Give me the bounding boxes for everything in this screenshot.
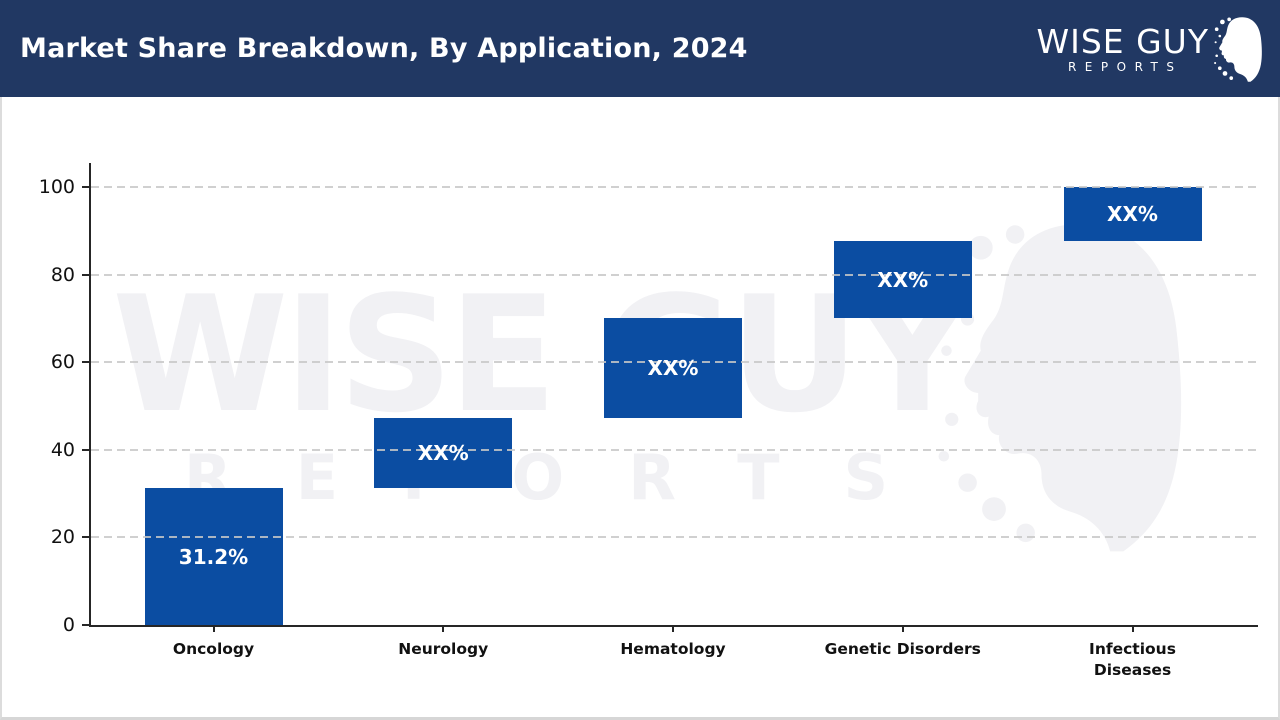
- category-label-genetic-disorders: Genetic Disorders: [824, 640, 981, 658]
- x-tick-genetic-disorders: [901, 625, 904, 632]
- gridline-60: [91, 361, 1258, 364]
- page-title: Market Share Breakdown, By Application, …: [20, 33, 748, 64]
- gridline-100: [91, 186, 1258, 188]
- logo-subtext: REPORTS: [1067, 59, 1183, 74]
- header-bar: Market Share Breakdown, By Application, …: [0, 0, 1280, 97]
- bar-value-label-hematology: XX%: [647, 356, 699, 381]
- bar-value-label-genetic-disorders: XX%: [877, 267, 929, 292]
- category-label-infectious-diseases: Infectious Diseases: [1089, 640, 1176, 679]
- bar-value-label-oncology: 31.2%: [178, 544, 249, 569]
- y-tick-label-100: 100: [38, 176, 75, 198]
- x-tick-hematology: [672, 625, 674, 632]
- y-tick-label-20: 20: [50, 526, 75, 549]
- bar-hematology: [604, 318, 742, 418]
- y-tick-label-80: 80: [50, 263, 75, 286]
- y-tick-60: [82, 361, 90, 364]
- bar-neurology: [374, 417, 513, 489]
- category-label-oncology: Oncology: [172, 640, 255, 658]
- waterfall-chart: 0 20 40 60 80 100 31.2% Oncology XX% Neurology XX%…: [2, 97, 1278, 717]
- chart-canvas: WISE GUY REPORTS 0 20 40 60 80 100 31.2% Oncolo…: [0, 97, 1280, 720]
- x-tick-oncology: [212, 625, 215, 632]
- y-tick-20: [82, 536, 90, 539]
- x-tick-infectious-diseases: [1131, 625, 1134, 632]
- y-tick-label-60: 60: [50, 351, 75, 374]
- y-tick-40: [82, 448, 90, 451]
- y-axis-line: [89, 163, 91, 627]
- bar-value-label-infectious-diseases: XX%: [1107, 202, 1158, 227]
- gridline-40: [91, 448, 1258, 451]
- category-label-neurology: Neurology: [398, 640, 489, 658]
- category-label-hematology: Hematology: [620, 640, 726, 658]
- x-tick-neurology: [442, 625, 445, 632]
- bar-value-label-neurology: XX%: [417, 441, 469, 466]
- logo-text: WISE GUY REPORTS: [1036, 25, 1209, 73]
- y-tick-80: [82, 273, 90, 276]
- y-tick-label-40: 40: [50, 438, 75, 461]
- wiseguy-logo: WISE GUY REPORTS: [1036, 15, 1264, 83]
- y-tick-100: [82, 186, 90, 188]
- y-tick-0: [82, 624, 90, 626]
- gridline-80: [91, 273, 1258, 276]
- y-tick-label-0: 0: [62, 614, 75, 636]
- logo-head-icon: [1214, 16, 1262, 82]
- bar-oncology: [144, 488, 283, 625]
- gridline-20: [91, 536, 1258, 539]
- logo-wordmark: WISE GUY: [1036, 21, 1209, 61]
